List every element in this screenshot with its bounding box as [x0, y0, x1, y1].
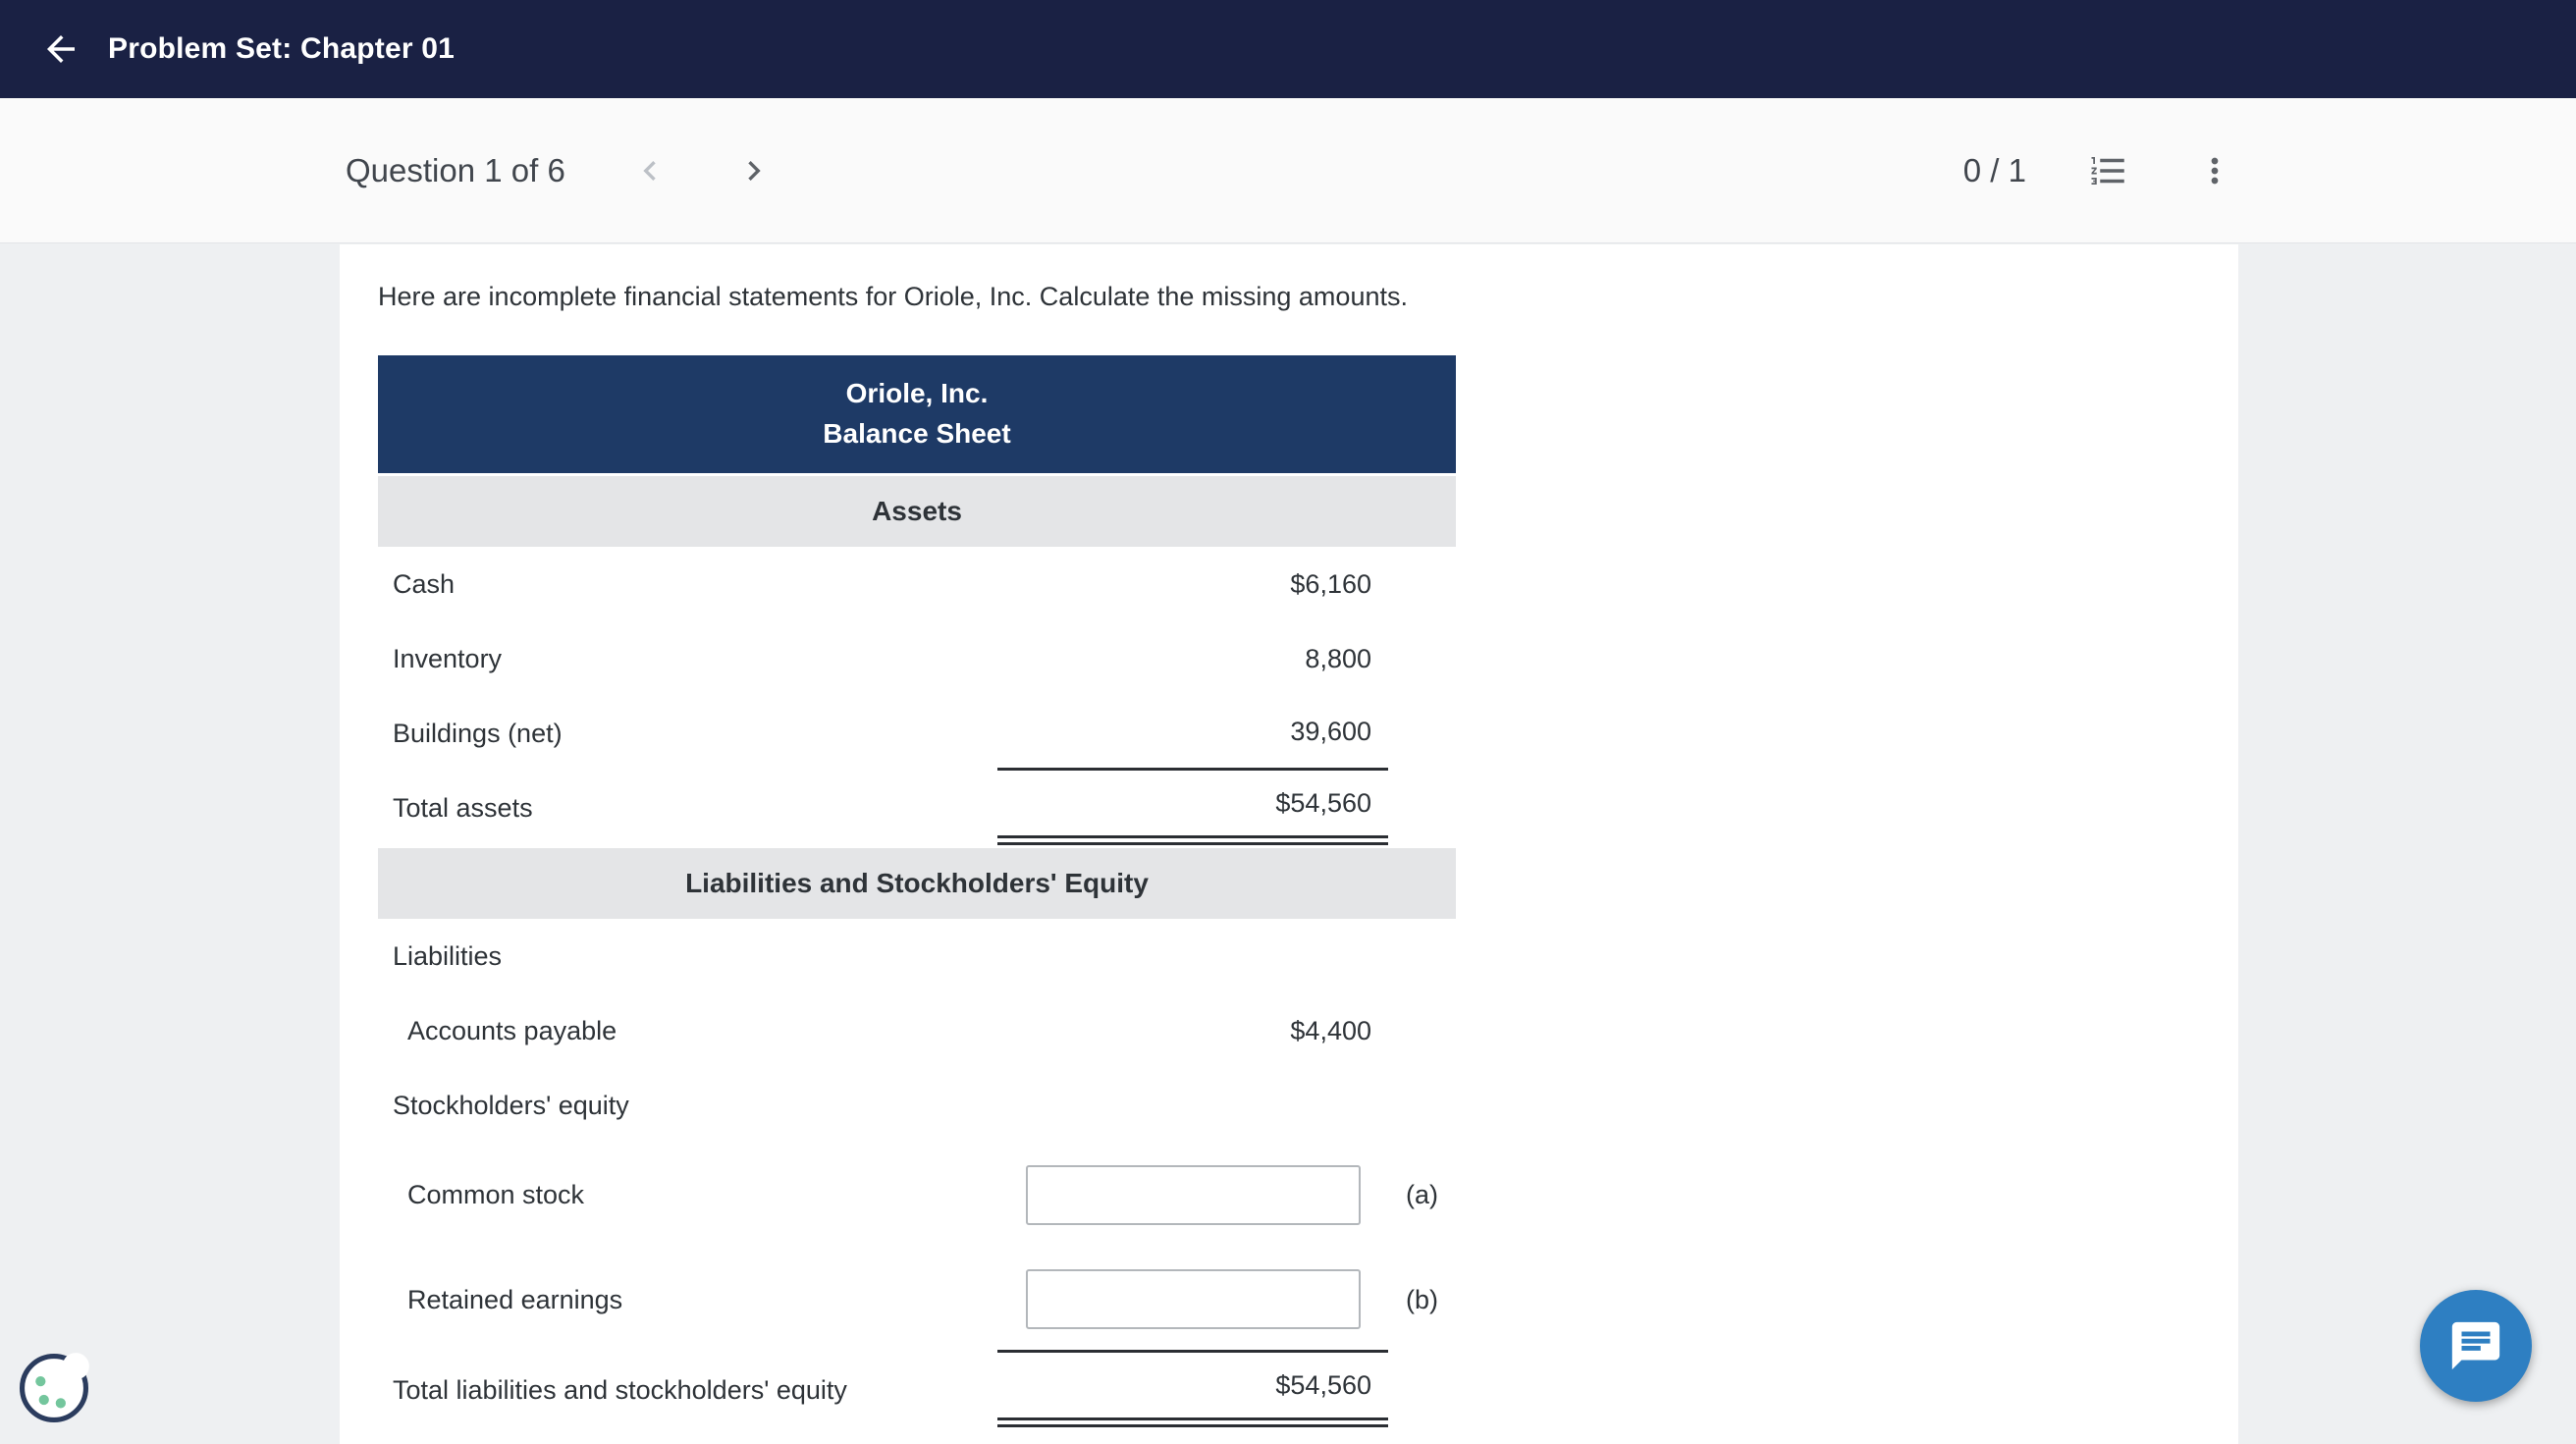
- row-retained-earnings: Retained earnings (b): [378, 1248, 1456, 1353]
- chevron-right-icon: [734, 151, 774, 190]
- answer-letter: (b): [1406, 1285, 1438, 1314]
- common-stock-input[interactable]: [1025, 1165, 1361, 1225]
- section-header-label: Liabilities and Stockholders' Equity: [685, 868, 1149, 898]
- amount-cell: $54,560: [997, 1353, 1388, 1427]
- row-label: Cash: [393, 568, 456, 599]
- row-gap: [1388, 621, 1456, 696]
- row-gap: [1388, 696, 1456, 771]
- section-header-assets: Assets: [378, 473, 1456, 547]
- amount-cell: 39,600: [997, 696, 1388, 771]
- balance-sheet-rows: Assets Cash $6,160 Inventory 8,800 Buildings …: [378, 473, 1456, 1427]
- question-list-button[interactable]: [2085, 147, 2132, 194]
- row-gap: [1388, 1353, 1456, 1427]
- top-bar: Problem Set: Chapter 01: [0, 0, 2576, 98]
- row-stockholders-equity: Stockholders' equity: [378, 1068, 1456, 1143]
- row-label: Liabilities: [393, 940, 503, 971]
- row-inventory: Inventory 8,800: [378, 621, 1456, 696]
- row-label: Inventory: [393, 643, 503, 673]
- numbered-list-icon: [2088, 150, 2129, 191]
- vertical-ellipsis-icon: [2195, 151, 2234, 190]
- amount-cell: $4,400: [1290, 1015, 1371, 1045]
- amount-cell: [997, 919, 1388, 993]
- amount-cell: $6,160: [1290, 568, 1371, 599]
- cookie-icon: [14, 1348, 94, 1428]
- row-label: Retained earnings: [407, 1285, 623, 1314]
- row-gap: [1388, 771, 1456, 845]
- row-gap: [1388, 919, 1456, 993]
- row-label: Common stock: [407, 1180, 585, 1209]
- row-liabilities: Liabilities: [378, 919, 1456, 993]
- amount-cell: $54,560: [997, 771, 1388, 845]
- question-panel: Here are incomplete financial statements…: [340, 244, 2238, 1444]
- back-button[interactable]: [33, 22, 88, 77]
- row-gap: [1388, 993, 1456, 1068]
- answer-cell-common-stock: [997, 1143, 1388, 1248]
- chevron-left-icon: [630, 151, 670, 190]
- row-label: Total assets: [393, 792, 533, 823]
- answer-cell-retained-earnings: [997, 1248, 1388, 1353]
- arrow-left-icon: [40, 28, 81, 70]
- page-title: Problem Set: Chapter 01: [108, 32, 456, 65]
- row-label: Total liabilities and stockholders' equi…: [393, 1374, 847, 1405]
- content-area: Here are incomplete financial statements…: [0, 244, 2576, 1444]
- balance-sheet-table: Oriole, Inc. Balance Sheet Assets Cash $6,…: [378, 355, 1456, 1427]
- more-options-button[interactable]: [2191, 147, 2238, 194]
- company-name: Oriole, Inc.: [845, 378, 989, 408]
- row-common-stock: Common stock (a): [378, 1143, 1456, 1248]
- cookie-consent-button[interactable]: [14, 1348, 94, 1428]
- row-label: Stockholders' equity: [393, 1090, 629, 1120]
- question-nav: [626, 147, 778, 194]
- section-header-label: Assets: [872, 496, 962, 526]
- question-toolbar: Question 1 of 6 0 / 1: [0, 98, 2576, 243]
- retained-earnings-input[interactable]: [1025, 1268, 1361, 1329]
- section-header-liabilities-equity: Liabilities and Stockholders' Equity: [378, 845, 1456, 919]
- balance-sheet-header: Oriole, Inc. Balance Sheet: [378, 355, 1456, 473]
- row-cash: Cash $6,160: [378, 547, 1456, 621]
- score-indicator: 0 / 1: [1962, 151, 2026, 188]
- row-accounts-payable: Accounts payable $4,400: [378, 993, 1456, 1068]
- statement-title: Balance Sheet: [823, 418, 1011, 449]
- row-label: Accounts payable: [407, 1015, 617, 1045]
- previous-question-button[interactable]: [626, 147, 673, 194]
- answer-letter: (a): [1406, 1180, 1438, 1209]
- amount-cell: [997, 1068, 1388, 1143]
- question-counter: Question 1 of 6: [346, 151, 565, 188]
- amount-cell: 8,800: [1305, 643, 1371, 673]
- support-chat-button[interactable]: [2420, 1290, 2532, 1402]
- next-question-button[interactable]: [730, 147, 778, 194]
- chat-bubble-icon: [2447, 1317, 2504, 1374]
- row-buildings-net: Buildings (net) 39,600: [378, 696, 1456, 771]
- row-gap: [1388, 1068, 1456, 1143]
- row-label: Buildings (net): [393, 718, 563, 748]
- question-prompt: Here are incomplete financial statements…: [378, 282, 1408, 311]
- row-total-assets: Total assets $54,560: [378, 771, 1456, 845]
- row-gap: [1388, 547, 1456, 621]
- row-total-liabilities-equity: Total liabilities and stockholders' equi…: [378, 1353, 1456, 1427]
